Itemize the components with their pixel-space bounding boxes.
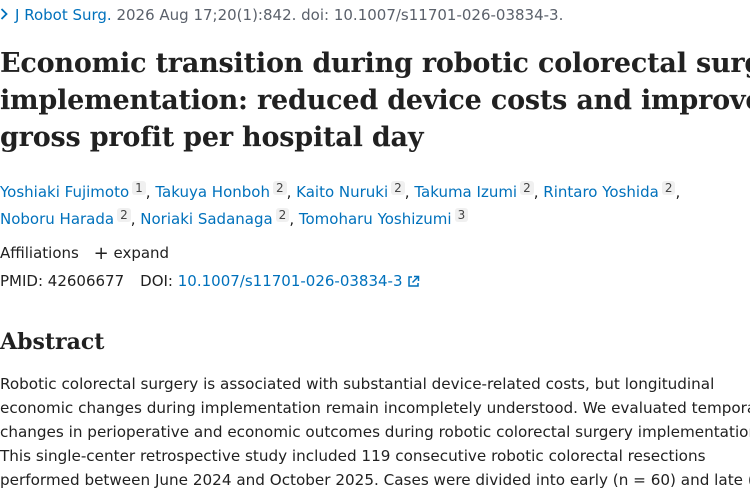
author-link[interactable]: Yoshiaki Fujimoto (0, 183, 130, 201)
citation-line: J Robot Surg. 2026 Aug 17;20(1):842. doi… (0, 4, 563, 26)
affiliation-number[interactable]: 2 (272, 181, 287, 195)
abstract-line: Robotic colorectal surgery is associated… (0, 375, 715, 393)
author: Tomoharu Yoshizumi 3 (298, 208, 469, 228)
author: Rintaro Yoshida 2 (543, 181, 676, 201)
author-link[interactable]: Noboru Harada (0, 210, 115, 228)
abstract-heading: Abstract (0, 329, 105, 355)
article-title-line: gross profit per hospital day (0, 122, 424, 153)
external-link-icon[interactable] (407, 275, 420, 288)
author: Takuya Honboh 2 (155, 181, 287, 201)
author: Noriaki Sadanaga 2 (140, 208, 290, 228)
author-link[interactable]: Noriaki Sadanaga (140, 210, 273, 228)
article-title-line: implementation: reduced device costs and… (0, 85, 750, 116)
author-link[interactable]: Rintaro Yoshida (543, 183, 659, 201)
abstract-line: changes in perioperative and economic ou… (0, 423, 750, 441)
abstract-line: performed between June 2024 and October … (0, 471, 750, 489)
abstract-line: This single-center retrospective study i… (0, 447, 706, 465)
abstract-text: Robotic colorectal surgery is associated… (0, 372, 750, 492)
article-title: Economic transition during robotic color… (0, 45, 750, 156)
pmid-value: 42606677 (47, 272, 125, 290)
article-title-line: Economic transition during robotic color… (0, 48, 750, 79)
affiliation-number[interactable]: 2 (391, 181, 405, 195)
doi-link[interactable]: 10.1007/s11701-026-03834-3 (177, 272, 403, 290)
abstract-line: economic changes during implementation r… (0, 399, 750, 417)
journal-link[interactable]: J Robot Surg. (15, 6, 112, 24)
affiliation-number[interactable]: 2 (520, 181, 534, 195)
author: Yoshiaki Fujimoto 1 (0, 181, 146, 201)
chevron-right-icon (0, 8, 8, 20)
author-link[interactable]: Takuma Izumi (414, 183, 518, 201)
affiliation-number[interactable]: 3 (454, 208, 469, 222)
author-link[interactable]: Takuya Honboh (155, 183, 270, 201)
author-link[interactable]: Tomoharu Yoshizumi (298, 210, 452, 228)
affiliation-number[interactable]: 2 (275, 208, 290, 222)
pmid-label: PMID: (0, 272, 48, 290)
affiliation-number[interactable]: 2 (661, 181, 676, 195)
affiliation-number[interactable]: 2 (117, 208, 131, 222)
author: Takuma Izumi 2 (414, 181, 534, 201)
authors-row: Noboru Harada 2, Noriaki Sadanaga 2, Tomoh… (0, 206, 750, 233)
affiliations-toggle[interactable]: Affiliations + expand (0, 241, 169, 265)
doi-label: DOI: (140, 272, 178, 290)
plus-icon: + (93, 243, 109, 264)
authors-row: Yoshiaki Fujimoto 1, Takuya Honboh 2, Kait… (0, 181, 681, 201)
author: Kaito Nuruki 2 (296, 181, 405, 201)
affiliation-number[interactable]: 1 (132, 181, 146, 195)
author-link[interactable]: Kaito Nuruki (296, 183, 389, 201)
citation-details: 2026 Aug 17;20(1):842. doi: 10.1007/s117… (111, 6, 564, 24)
affiliations-label: Affiliations (0, 244, 79, 262)
author: Noboru Harada 2 (0, 208, 131, 228)
article-identifiers: PMID: 42606677 DOI: 10.1007/s11701-026-03… (0, 269, 420, 293)
authors-list: Yoshiaki Fujimoto 1, Takuya Honboh 2, Kait… (0, 179, 750, 233)
expand-label: expand (113, 244, 170, 262)
